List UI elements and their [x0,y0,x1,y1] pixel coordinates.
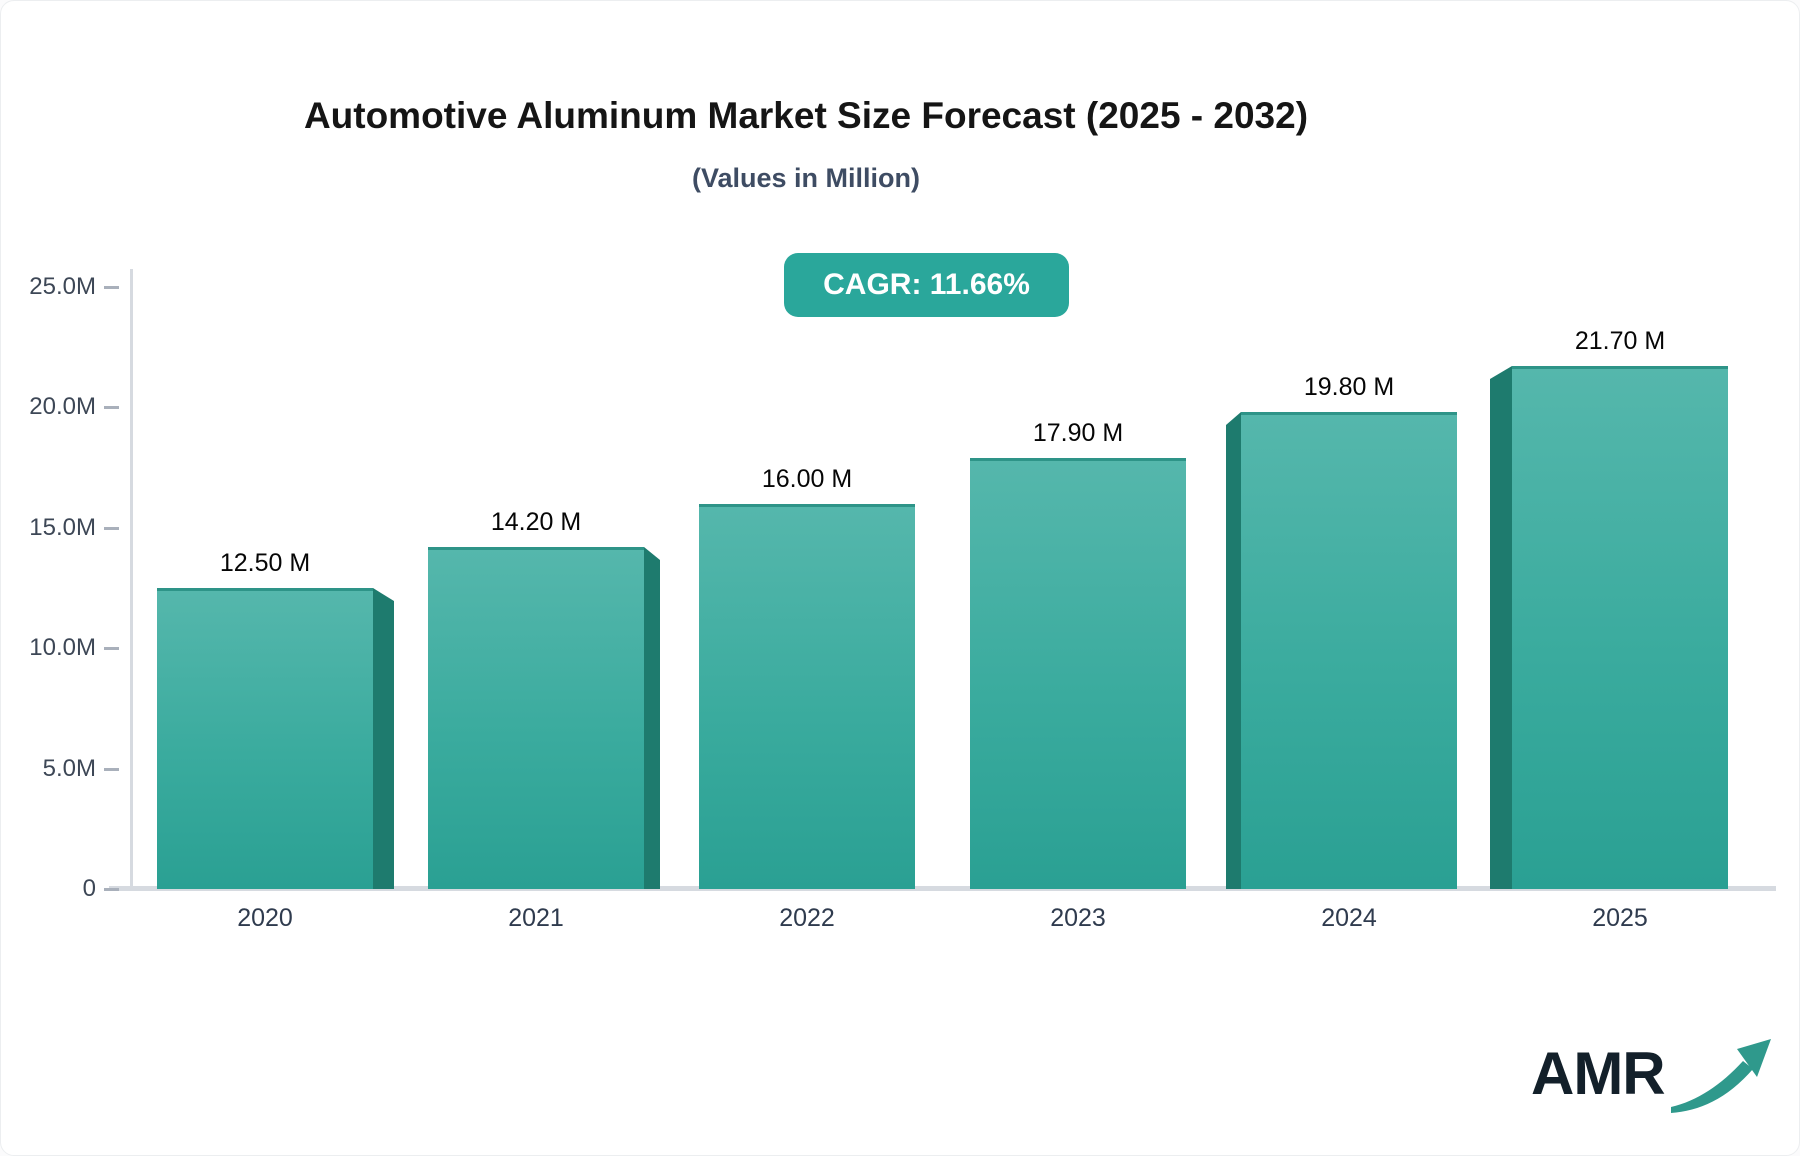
y-axis-tick-label: 10.0M [29,634,96,662]
chart-title: Automotive Aluminum Market Size Forecast… [303,95,1309,136]
y-axis-tick-mark [104,406,119,410]
bar-side-panel [373,588,394,889]
x-axis-label: 2025 [1592,904,1648,932]
x-axis-label: 2024 [1321,904,1377,932]
bar-value-label: 16.00 M [761,465,853,493]
bar-value-label: 21.70 M [1574,327,1666,355]
bar-2025 [1512,366,1728,889]
y-axis-tick-label: 15.0M [29,513,96,541]
x-axis-label: 2022 [779,904,835,932]
y-axis-tick-label: 0 [82,875,96,902]
growth-arrow-icon [1671,1039,1771,1113]
x-axis-label: 2021 [508,904,564,932]
y-axis-tick-mark [104,286,119,289]
bar-side-panel [1226,412,1241,889]
y-axis-tick-mark [104,647,119,651]
y-axis-tick-mark [104,767,119,771]
amr-logo: AMR [1521,1025,1771,1125]
y-axis-tick-mark [104,526,119,530]
bar-2022 [699,504,915,889]
x-axis-label: 2020 [237,904,293,932]
bar-side-panel [644,547,660,889]
bar-value-label: 17.90 M [1032,419,1124,447]
bar-value-label: 12.50 M [219,549,311,577]
y-axis-tick-label: 5.0M [42,754,96,782]
bar-2024 [1241,412,1457,889]
bar-2020 [157,588,373,889]
y-axis-tick-mark [104,888,119,891]
chart-subtitle: (Values in Million) [691,163,921,193]
x-axis-line [109,886,1776,891]
cagr-badge: CAGR: 11.66% [784,253,1069,317]
bar-side-panel [1490,366,1512,889]
y-axis-line [130,269,133,889]
bar-2021 [428,547,644,889]
bar-value-label: 14.20 M [490,508,582,536]
y-axis-tick-label: 20.0M [29,393,96,421]
y-axis-tick-label: 25.0M [29,273,96,300]
x-axis-label: 2023 [1050,904,1106,932]
bar-2023 [970,458,1186,889]
bar-value-label: 19.80 M [1303,373,1395,401]
amr-logo-text: AMR [1531,1040,1666,1107]
